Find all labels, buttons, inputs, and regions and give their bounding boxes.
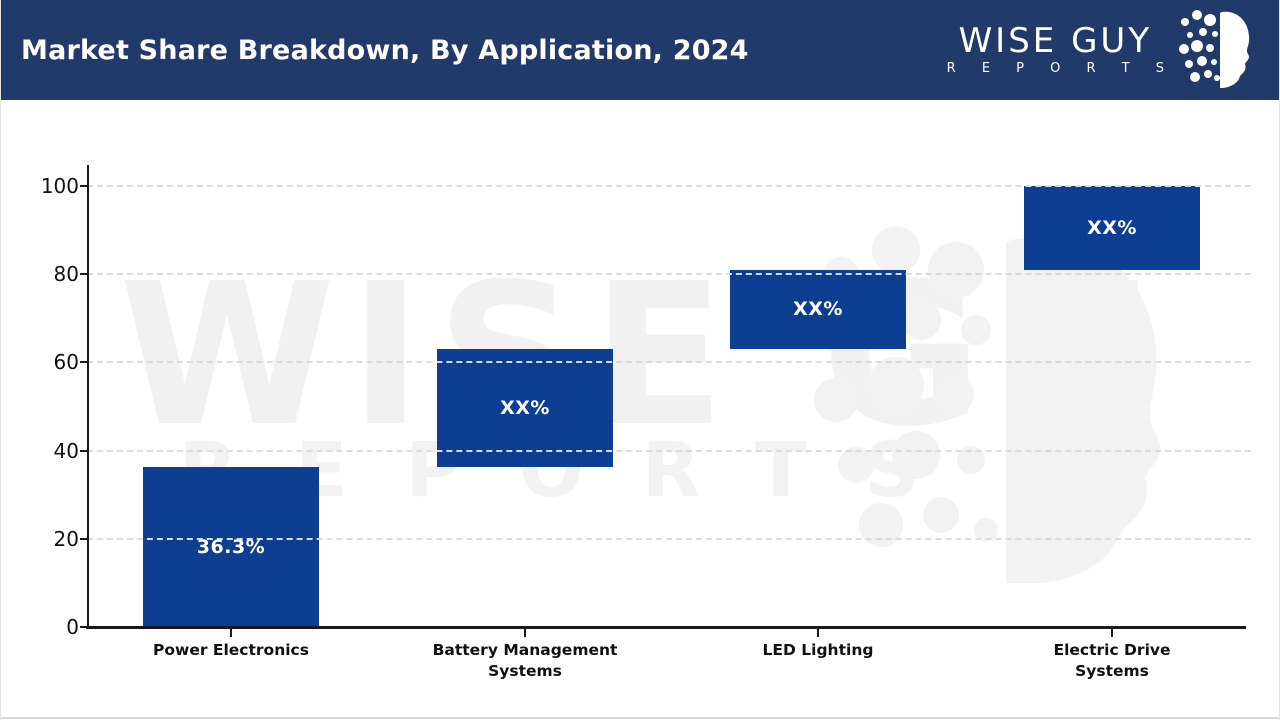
category-label: Electric Drive Systems bbox=[1053, 641, 1171, 680]
logo-wordmark: WISE GUY bbox=[958, 20, 1153, 61]
bottom-border bbox=[1, 717, 1279, 719]
y-tick-mark bbox=[80, 273, 87, 276]
y-tick-mark bbox=[80, 185, 87, 187]
x-tick-mark bbox=[1111, 629, 1113, 637]
wise-guy-logo: WISE GUY R E P O R T S bbox=[936, 8, 1251, 92]
y-tick-mark bbox=[80, 361, 87, 364]
y-tick-label: 20 bbox=[53, 526, 79, 551]
y-tick-mark bbox=[80, 449, 87, 452]
bar-value-label: XX% bbox=[793, 298, 843, 321]
page-title: Market Share Breakdown, By Application, … bbox=[21, 34, 749, 66]
bar-value-label: XX% bbox=[1087, 216, 1137, 239]
header-bar: Market Share Breakdown, By Application, … bbox=[1, 0, 1279, 100]
x-tick-mark bbox=[230, 629, 232, 637]
watermark-wordmark: WISE GU bbox=[119, 242, 1170, 470]
category-label: LED Lighting bbox=[762, 641, 874, 659]
x-axis-line bbox=[86, 626, 1246, 629]
y-tick-mark bbox=[80, 626, 87, 628]
gridline bbox=[87, 185, 1251, 187]
gridline bbox=[87, 273, 1251, 276]
gridline bbox=[87, 449, 1251, 452]
y-tick-label: 40 bbox=[53, 438, 79, 463]
y-tick-label: 0 bbox=[66, 615, 79, 639]
bar-segment: XX% bbox=[437, 349, 613, 467]
bar-value-label: 36.3% bbox=[196, 535, 266, 558]
y-tick-label: 60 bbox=[53, 350, 79, 375]
bar-segment: XX% bbox=[730, 269, 906, 350]
bar-segment: 36.3% bbox=[143, 466, 319, 627]
logo-face-icon bbox=[1177, 8, 1251, 92]
y-tick-label: 80 bbox=[53, 262, 79, 287]
y-tick-mark bbox=[80, 537, 87, 540]
bar-value-label: XX% bbox=[500, 397, 550, 420]
y-axis-line bbox=[87, 165, 89, 627]
x-tick-mark bbox=[817, 629, 819, 637]
bar-segment: XX% bbox=[1024, 186, 1200, 270]
y-tick-label: 100 bbox=[40, 174, 79, 198]
category-label: Battery Management Systems bbox=[432, 641, 618, 680]
logo-subtitle: R E P O R T S bbox=[946, 60, 1175, 76]
gridline bbox=[87, 537, 1251, 540]
x-tick-mark bbox=[524, 629, 526, 637]
gridline bbox=[87, 361, 1251, 364]
category-label: Power Electronics bbox=[153, 641, 309, 659]
logo-text: WISE GUY R E P O R T S bbox=[936, 24, 1175, 77]
